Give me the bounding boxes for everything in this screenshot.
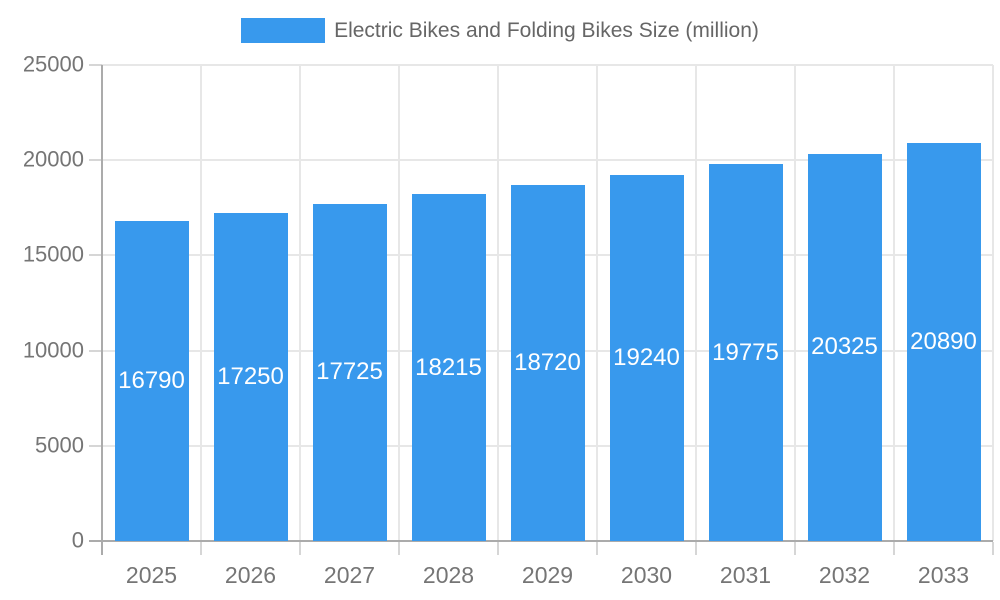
legend-label: Electric Bikes and Folding Bikes Size (m… [334, 19, 759, 42]
x-axis-tick [893, 542, 895, 555]
x-axis-tick [200, 542, 202, 555]
bar-value-label: 16790 [118, 367, 185, 395]
y-axis-tick-label: 5000 [35, 432, 84, 458]
y-axis-line [101, 65, 103, 555]
x-axis-tick [497, 542, 499, 555]
x-axis-tick-label: 2025 [125, 562, 178, 588]
gridline-vertical [596, 65, 598, 541]
bar-value-label: 17725 [316, 358, 383, 386]
y-axis-tick [89, 349, 102, 352]
x-axis-tick-label: 2030 [620, 562, 673, 588]
y-axis-tick [89, 254, 102, 257]
x-axis-tick-label: 2031 [719, 562, 772, 588]
y-axis-tick-label: 25000 [22, 51, 84, 77]
gridline-vertical [497, 65, 499, 541]
y-axis-tick-label: 0 [71, 527, 84, 553]
gridline-vertical [794, 65, 796, 541]
bar-value-label: 20325 [811, 333, 878, 361]
bar[interactable]: 17250 [213, 212, 288, 541]
x-axis-tick [794, 542, 796, 555]
y-axis-tick [89, 444, 102, 447]
bar[interactable]: 20325 [807, 154, 882, 541]
gridline-vertical [695, 65, 697, 541]
y-axis-tick-label: 20000 [22, 146, 84, 172]
y-axis-tick-label: 10000 [22, 337, 84, 363]
gridline-vertical [893, 65, 895, 541]
legend-swatch [241, 18, 326, 43]
x-axis-tick [299, 542, 301, 555]
x-axis-tick [596, 542, 598, 555]
x-axis-tick [398, 542, 400, 555]
bar-value-label: 19240 [613, 343, 680, 371]
gridline-vertical [398, 65, 400, 541]
bar[interactable]: 17725 [312, 203, 387, 541]
x-axis-tick-label: 2027 [323, 562, 376, 588]
x-axis-tick-label: 2029 [521, 562, 574, 588]
bar-value-label: 18215 [415, 353, 482, 381]
gridline-vertical [992, 65, 994, 541]
y-axis-tick [89, 64, 102, 66]
bar-value-label: 19775 [712, 338, 779, 366]
x-axis-tick-label: 2032 [818, 562, 871, 588]
bar-value-label: 17250 [217, 362, 284, 390]
gridline-vertical [200, 65, 202, 541]
x-axis-tick-label: 2033 [917, 562, 970, 588]
x-axis-tick [992, 542, 994, 555]
bar[interactable]: 19775 [708, 164, 783, 541]
x-axis-tick-label: 2028 [422, 562, 475, 588]
bar[interactable]: 16790 [114, 221, 189, 541]
gridline-horizontal [102, 64, 993, 66]
legend-item[interactable]: Electric Bikes and Folding Bikes Size (m… [0, 18, 1000, 43]
y-axis-tick [89, 159, 102, 162]
x-axis-line [89, 540, 993, 542]
bar[interactable]: 19240 [609, 174, 684, 541]
bar[interactable]: 18215 [411, 194, 486, 541]
bar-value-label: 20890 [910, 328, 977, 356]
bar[interactable]: 20890 [906, 143, 981, 541]
x-axis-tick [695, 542, 697, 555]
y-axis-tick-label: 15000 [22, 241, 84, 267]
x-axis-tick-label: 2026 [224, 562, 277, 588]
bar-value-label: 18720 [514, 348, 581, 376]
gridline-vertical [299, 65, 301, 541]
bar[interactable]: 18720 [510, 184, 585, 541]
gridline-horizontal [102, 159, 993, 162]
